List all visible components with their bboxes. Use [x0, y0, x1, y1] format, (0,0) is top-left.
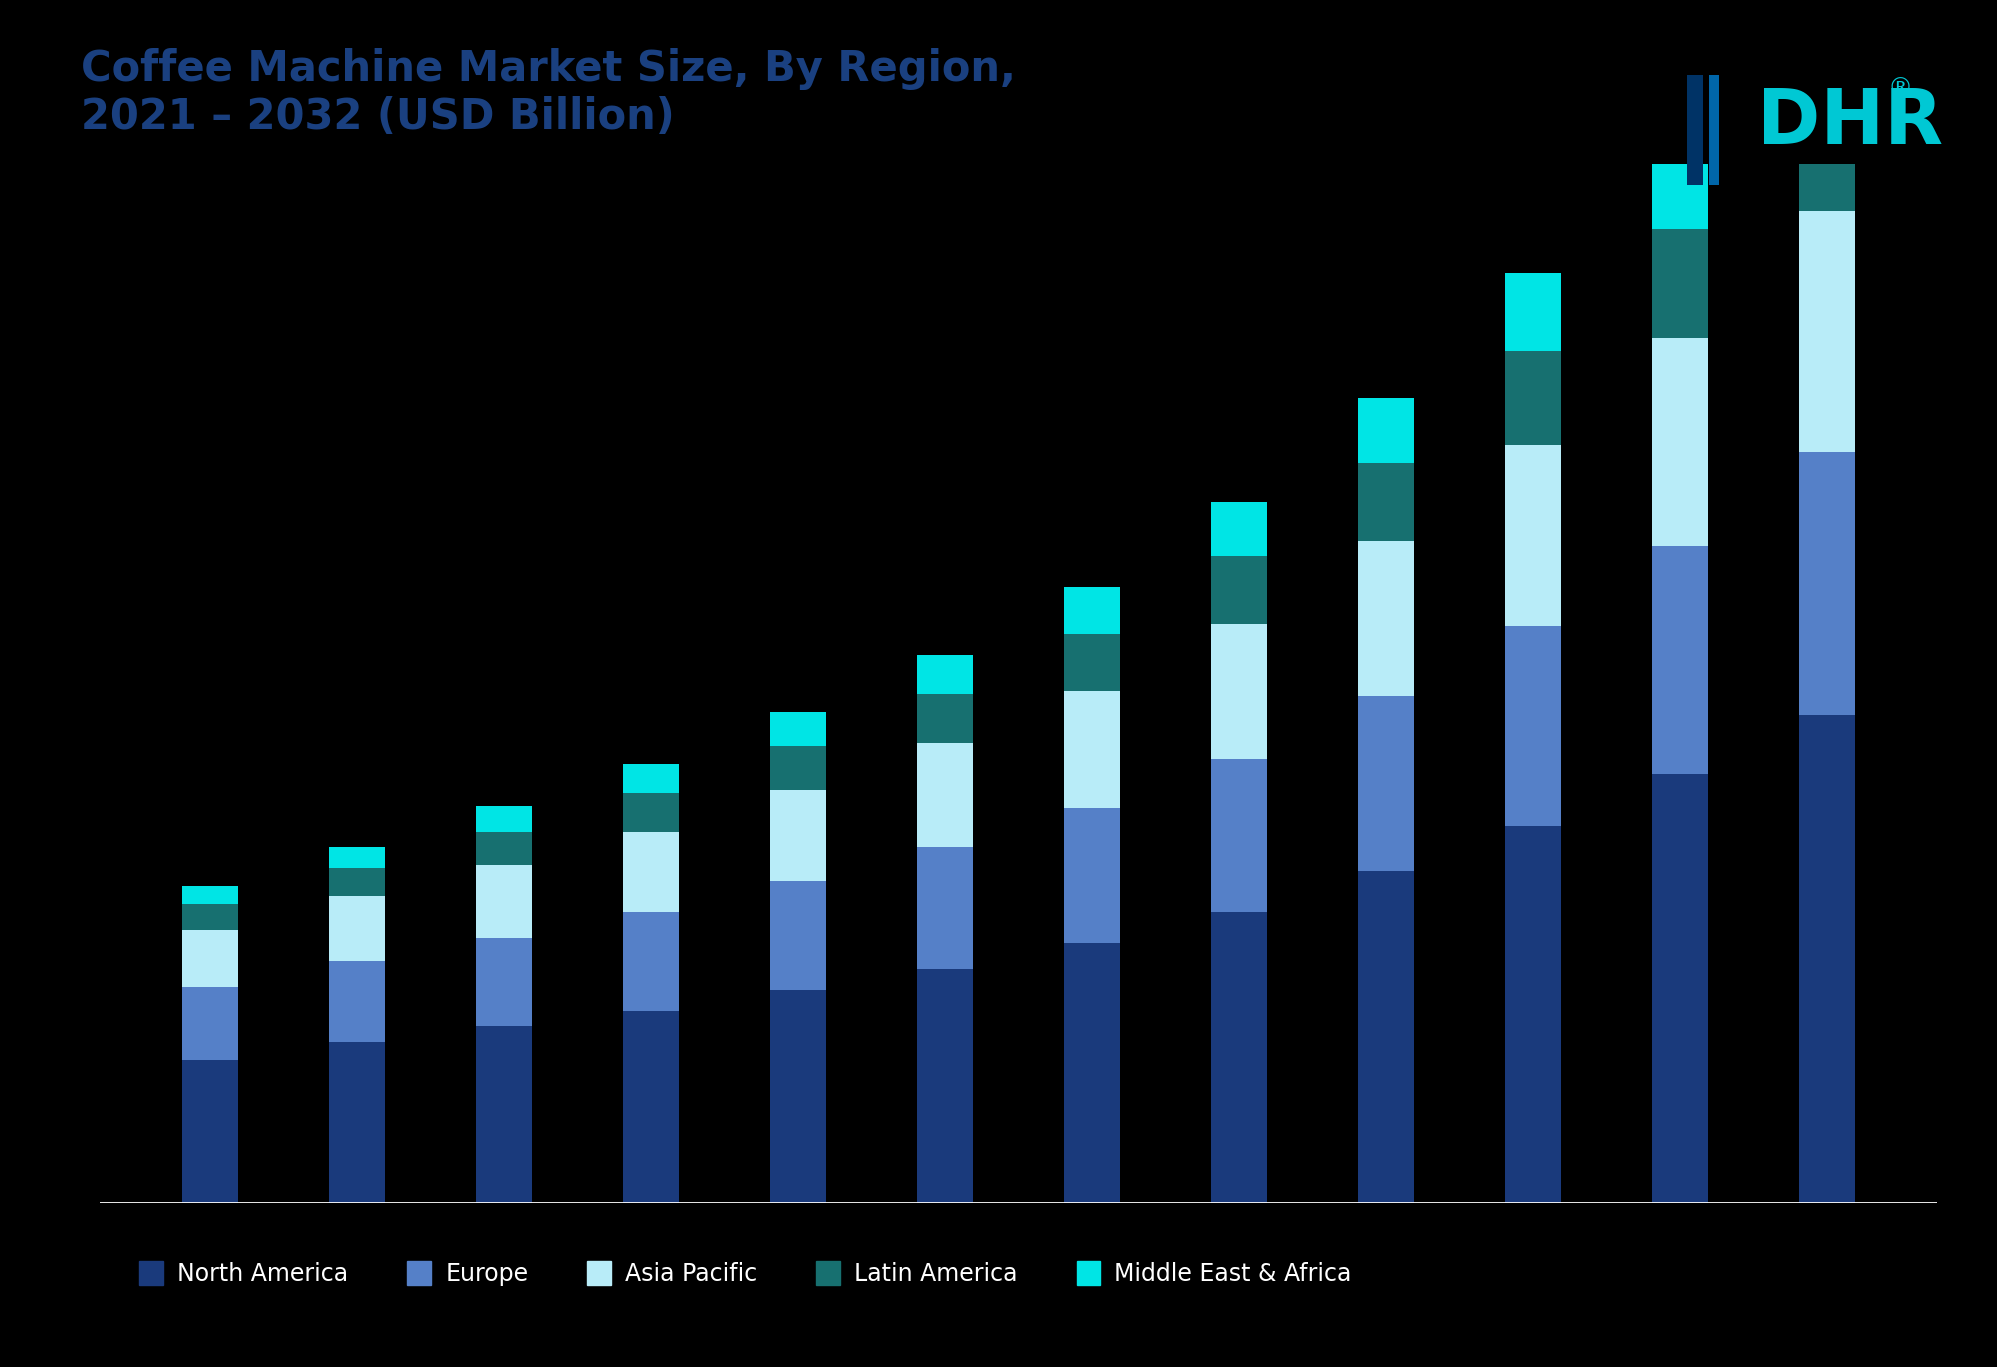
Bar — [1064, 588, 1120, 634]
Bar — [1652, 135, 1707, 228]
Bar — [623, 793, 679, 831]
Bar — [1652, 545, 1707, 774]
Bar — [330, 1042, 385, 1203]
Bar — [330, 848, 385, 868]
Bar — [330, 961, 385, 1042]
Bar — [1358, 398, 1414, 462]
Bar — [330, 868, 385, 897]
Bar — [1652, 228, 1707, 338]
Bar — [1506, 826, 1562, 1203]
Bar — [1064, 692, 1120, 808]
Bar — [623, 912, 679, 1010]
Bar — [1506, 351, 1562, 444]
Bar — [623, 1010, 679, 1203]
Bar — [771, 746, 827, 790]
Bar — [917, 744, 973, 848]
Bar — [475, 805, 531, 831]
Bar — [1358, 540, 1414, 696]
Bar — [1210, 556, 1266, 623]
Bar — [182, 987, 238, 1061]
Bar — [771, 790, 827, 880]
Bar — [1358, 696, 1414, 871]
Bar — [475, 865, 531, 938]
Bar — [182, 886, 238, 905]
Text: ®: ® — [1887, 77, 1913, 101]
Bar — [1210, 912, 1266, 1203]
Text: DHR: DHR — [1757, 86, 1943, 160]
Bar — [1358, 462, 1414, 540]
Bar — [1210, 623, 1266, 759]
Bar — [1506, 444, 1562, 626]
Bar — [917, 848, 973, 969]
Legend: North America, Europe, Asia Pacific, Latin America, Middle East & Africa: North America, Europe, Asia Pacific, Lat… — [130, 1251, 1362, 1295]
Bar — [771, 712, 827, 746]
Bar — [1652, 338, 1707, 545]
Bar — [1064, 943, 1120, 1203]
Bar — [1506, 273, 1562, 351]
Bar — [182, 905, 238, 930]
Bar — [623, 831, 679, 912]
Bar — [475, 1027, 531, 1203]
Bar — [1799, 83, 1855, 211]
Bar — [182, 930, 238, 987]
Text: Coffee Machine Market Size, By Region,
2021 – 2032 (USD Billion): Coffee Machine Market Size, By Region, 2… — [82, 48, 1016, 138]
Bar — [475, 831, 531, 865]
Bar — [330, 897, 385, 961]
Bar — [623, 764, 679, 793]
Bar — [1652, 774, 1707, 1203]
Bar — [1799, 211, 1855, 452]
Bar — [182, 1061, 238, 1203]
Bar — [1064, 634, 1120, 692]
Bar — [1210, 502, 1266, 556]
Bar — [917, 694, 973, 744]
Bar — [771, 990, 827, 1203]
Bar — [1799, 452, 1855, 715]
Bar — [1358, 871, 1414, 1203]
Bar — [771, 880, 827, 990]
Bar — [1506, 626, 1562, 826]
Bar — [1799, 0, 1855, 83]
Bar — [1799, 715, 1855, 1203]
Bar — [917, 969, 973, 1203]
Bar — [1210, 759, 1266, 912]
Bar — [475, 938, 531, 1027]
Bar — [1064, 808, 1120, 943]
Bar — [917, 655, 973, 694]
